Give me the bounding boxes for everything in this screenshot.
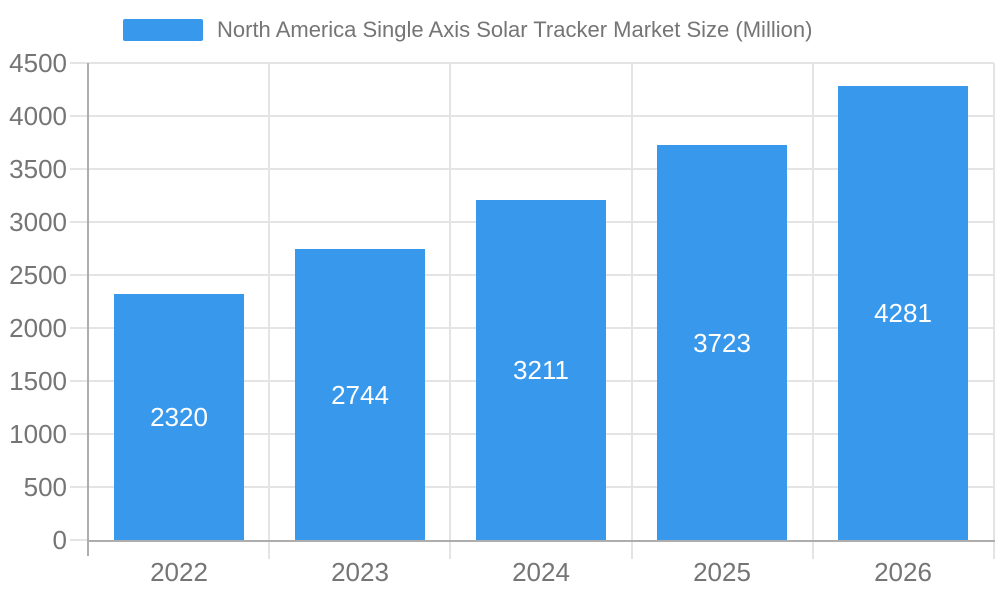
y-axis-label: 3000 — [9, 207, 67, 237]
y-axis-line — [87, 63, 89, 556]
x-axis-label: 2025 — [693, 557, 751, 587]
bar[interactable]: 3723 — [657, 145, 787, 540]
y-axis-label: 1000 — [9, 419, 67, 449]
bar[interactable]: 2744 — [295, 249, 425, 540]
bar-value-label: 3723 — [693, 328, 751, 358]
bar-value-label: 2320 — [150, 402, 208, 432]
legend[interactable]: North America Single Axis Solar Tracker … — [123, 8, 812, 52]
y-axis-label: 3500 — [9, 154, 67, 184]
y-axis-label: 4000 — [9, 101, 67, 131]
category-gridline — [268, 63, 270, 559]
y-axis-label: 500 — [23, 472, 67, 502]
category-gridline — [812, 63, 814, 559]
x-axis-line — [87, 540, 995, 542]
y-axis-label: 2000 — [9, 313, 67, 343]
x-axis-label: 2024 — [512, 557, 570, 587]
y-axis-tick — [70, 539, 88, 541]
plot-right-border — [993, 63, 995, 559]
x-axis-label: 2022 — [150, 557, 208, 587]
gridline — [70, 62, 994, 64]
bar-value-label: 4281 — [874, 298, 932, 328]
y-axis-label: 2500 — [9, 260, 67, 290]
bar[interactable]: 3211 — [476, 200, 606, 540]
bar-value-label: 3211 — [513, 355, 569, 385]
category-gridline — [449, 63, 451, 559]
gridline — [70, 115, 994, 117]
x-axis-label: 2023 — [331, 557, 389, 587]
bar[interactable]: 4281 — [838, 86, 968, 540]
bar[interactable]: 2320 — [114, 294, 244, 540]
bar-value-label: 2744 — [331, 380, 389, 410]
y-axis-label: 1500 — [9, 366, 67, 396]
gridline — [70, 168, 994, 170]
category-gridline — [631, 63, 633, 559]
legend-swatch-icon — [123, 19, 203, 41]
y-axis-label: 0 — [52, 525, 67, 555]
legend-label: North America Single Axis Solar Tracker … — [217, 17, 813, 42]
y-axis-label: 4500 — [9, 48, 67, 78]
x-axis-label: 2026 — [874, 557, 932, 587]
